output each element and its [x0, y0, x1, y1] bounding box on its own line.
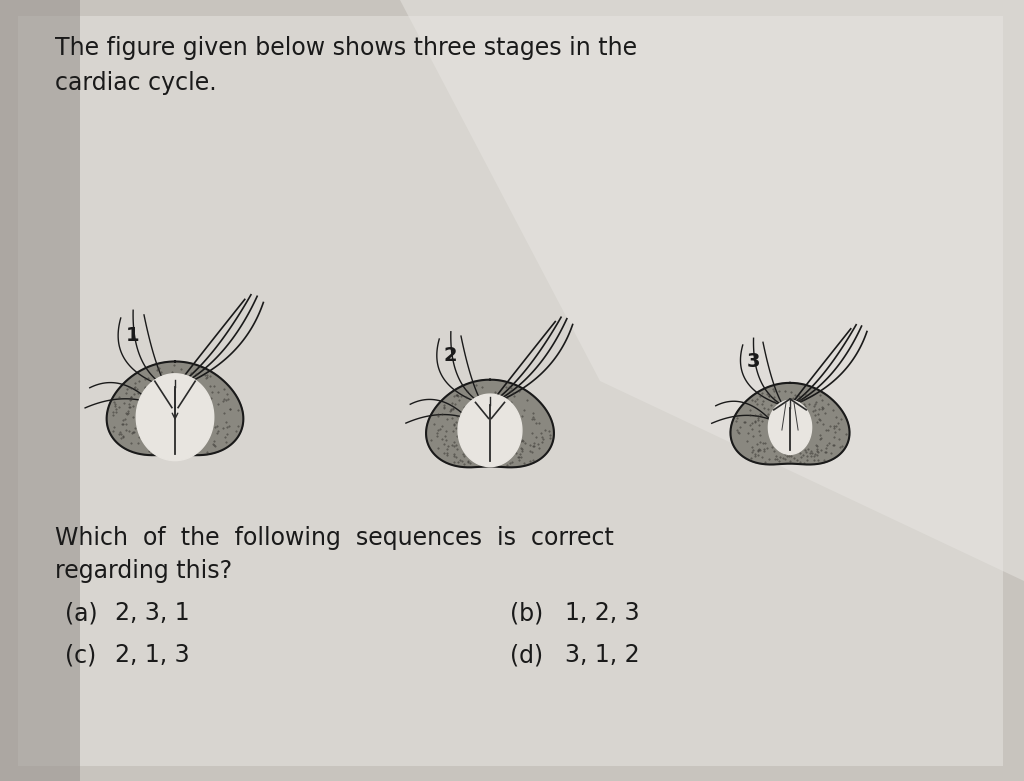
Text: (c): (c): [65, 643, 96, 667]
Polygon shape: [136, 374, 214, 461]
Text: (b): (b): [510, 601, 544, 625]
Polygon shape: [426, 380, 554, 467]
Text: 3, 1, 2: 3, 1, 2: [565, 643, 640, 667]
Text: (a): (a): [65, 601, 97, 625]
Text: 1: 1: [125, 326, 139, 344]
Polygon shape: [0, 0, 80, 781]
Text: 2, 1, 3: 2, 1, 3: [115, 643, 189, 667]
Polygon shape: [400, 0, 1024, 581]
Text: 2, 3, 1: 2, 3, 1: [115, 601, 189, 625]
Polygon shape: [458, 394, 522, 466]
Text: 3: 3: [746, 351, 760, 371]
Text: (d): (d): [510, 643, 543, 667]
Text: regarding this?: regarding this?: [55, 559, 232, 583]
Text: The figure given below shows three stages in the: The figure given below shows three stage…: [55, 36, 637, 60]
Text: cardiac cycle.: cardiac cycle.: [55, 71, 217, 95]
FancyBboxPatch shape: [18, 16, 1002, 766]
Polygon shape: [730, 383, 850, 465]
Polygon shape: [106, 362, 244, 455]
Polygon shape: [768, 401, 812, 455]
Text: Which  of  the  following  sequences  is  correct: Which of the following sequences is corr…: [55, 526, 613, 550]
Text: 2: 2: [443, 346, 458, 366]
Text: 1, 2, 3: 1, 2, 3: [565, 601, 640, 625]
